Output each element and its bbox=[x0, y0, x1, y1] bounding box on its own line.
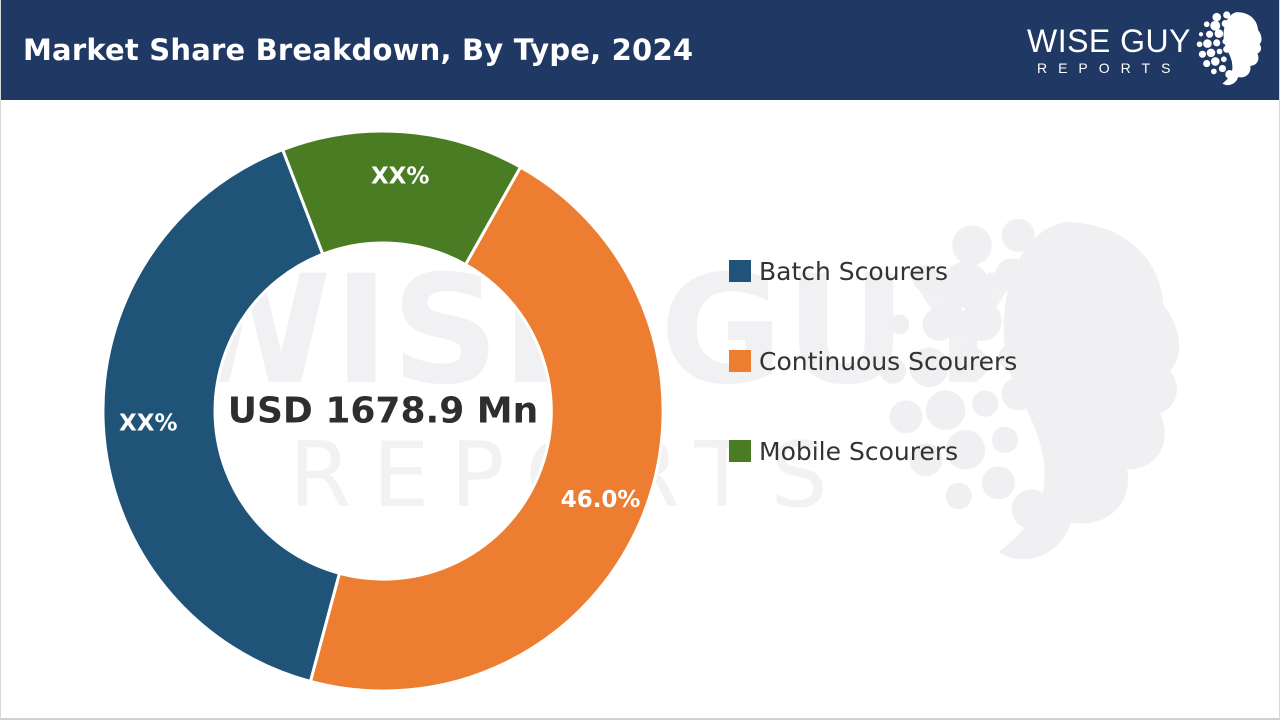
donut-slice-mobile-scourers bbox=[280, 129, 523, 267]
legend-item-mobile-scourers: Mobile Scourers bbox=[729, 436, 1017, 466]
page-title: Market Share Breakdown, By Type, 2024 bbox=[23, 33, 694, 67]
header: Market Share Breakdown, By Type, 2024 WI… bbox=[1, 0, 1279, 100]
legend-swatch-continuous-scourers bbox=[729, 350, 751, 372]
donut-slices-group: XX% 46.0% XX% bbox=[101, 129, 665, 693]
donut-slice-batch-scourers bbox=[101, 147, 342, 684]
legend-label: Batch Scourers bbox=[759, 256, 948, 286]
legend-label: Continuous Scourers bbox=[759, 346, 1018, 376]
donut-slice-continuous-scourers bbox=[308, 165, 665, 693]
slice-percentage-label-batch-scourers: XX% bbox=[119, 410, 178, 436]
legend-item-continuous-scourers: Continuous Scourers bbox=[729, 346, 1017, 376]
slice-percentage-label-mobile-scourers: XX% bbox=[371, 164, 430, 190]
legend: Batch Scourers Continuous Scourers Mobil… bbox=[729, 256, 1017, 526]
brand-subtext: REPORTS bbox=[1036, 60, 1182, 76]
legend-swatch-batch-scourers bbox=[729, 260, 751, 282]
brand-text: WISE GUY REPORTS bbox=[1027, 24, 1191, 76]
brand-wordmark: WISE GUY bbox=[1026, 23, 1191, 59]
brand-logo: WISE GUY REPORTS bbox=[1027, 10, 1279, 90]
slice-percentage-label-continuous-scourers: 46.0% bbox=[561, 487, 641, 513]
center-value-label: USD 1678.9 Mn bbox=[228, 391, 538, 432]
legend-item-batch-scourers: Batch Scourers bbox=[729, 256, 1017, 286]
legend-label: Mobile Scourers bbox=[759, 436, 959, 466]
legend-swatch-mobile-scourers bbox=[729, 440, 751, 462]
